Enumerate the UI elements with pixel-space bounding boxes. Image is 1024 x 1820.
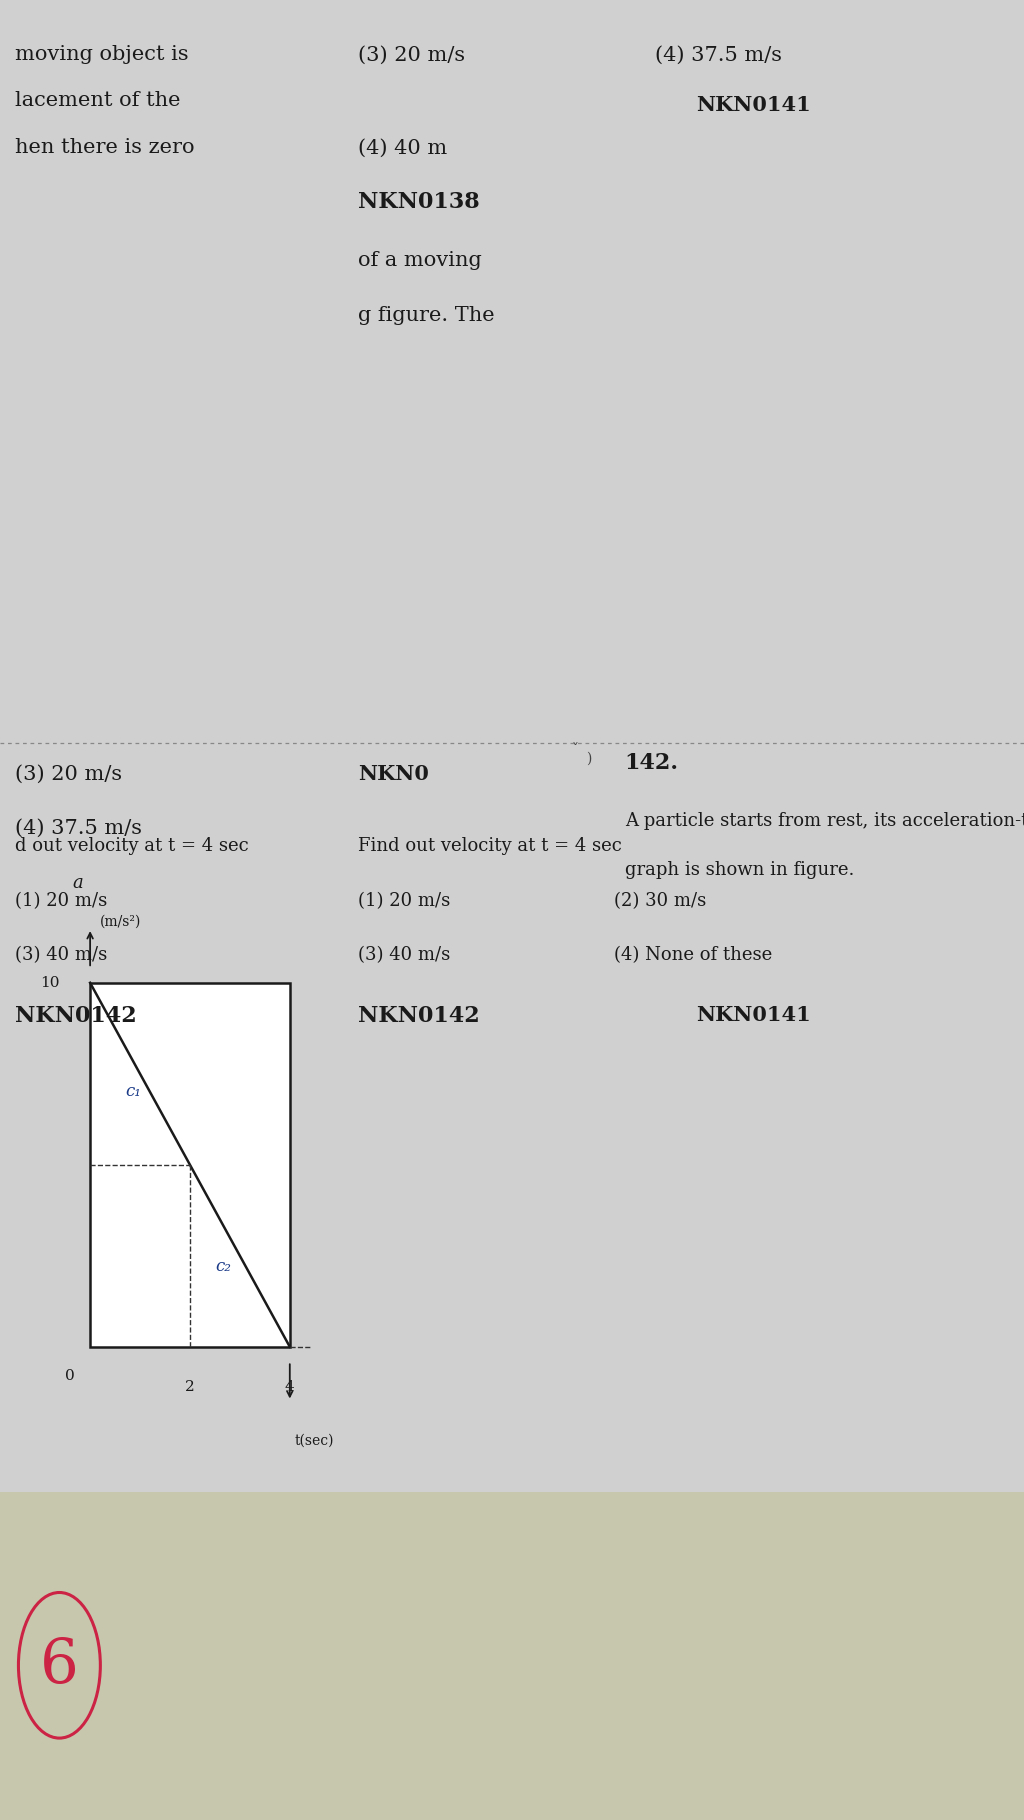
Bar (90, 983, 290, 1347)
Text: NKN0141: NKN0141 (696, 95, 811, 115)
Text: NKN0141: NKN0141 (696, 1005, 811, 1025)
Text: of a moving: of a moving (358, 251, 482, 269)
Text: lacement of the: lacement of the (15, 91, 181, 109)
Text: hen there is zero: hen there is zero (15, 138, 195, 157)
Text: 142.: 142. (625, 752, 679, 774)
Text: ˇ: ˇ (571, 743, 579, 757)
Text: NKN0138: NKN0138 (358, 191, 480, 213)
Text: 2: 2 (185, 1380, 195, 1394)
Text: (2) 30 m/s: (2) 30 m/s (614, 892, 707, 910)
Text: graph is shown in figure.: graph is shown in figure. (625, 861, 854, 879)
Text: (4) None of these: (4) None of these (614, 946, 773, 965)
Text: (4) 37.5 m/s: (4) 37.5 m/s (655, 46, 782, 64)
Text: (3) 40 m/s: (3) 40 m/s (358, 946, 451, 965)
Text: t(sec): t(sec) (295, 1434, 335, 1449)
Text: (4) 40 m: (4) 40 m (358, 138, 447, 157)
Text: NKN0142: NKN0142 (358, 1005, 480, 1026)
Text: (4) 37.5 m/s: (4) 37.5 m/s (15, 819, 142, 837)
Text: Find out velocity at t = 4 sec: Find out velocity at t = 4 sec (358, 837, 623, 855)
Text: (1) 20 m/s: (1) 20 m/s (15, 892, 108, 910)
Text: 6: 6 (40, 1636, 79, 1694)
Text: ): ) (586, 752, 591, 766)
Text: c₂: c₂ (215, 1258, 230, 1276)
Text: NKN0142: NKN0142 (15, 1005, 137, 1026)
Text: 0: 0 (65, 1369, 75, 1383)
Text: (3) 20 m/s: (3) 20 m/s (15, 764, 123, 783)
Text: (m/s²): (m/s²) (100, 914, 141, 928)
Text: (1) 20 m/s: (1) 20 m/s (358, 892, 451, 910)
Text: g figure. The: g figure. The (358, 306, 495, 324)
Text: A particle starts from rest, its acceleration-time: A particle starts from rest, its acceler… (625, 812, 1024, 830)
Text: (3) 40 m/s: (3) 40 m/s (15, 946, 108, 965)
Bar (0, 1492, 1024, 1820)
Text: moving object is: moving object is (15, 46, 189, 64)
Text: 10: 10 (40, 976, 59, 990)
Text: d out velocity at t = 4 sec: d out velocity at t = 4 sec (15, 837, 249, 855)
Text: 4: 4 (285, 1380, 295, 1394)
Text: a: a (73, 874, 83, 892)
Text: (3) 20 m/s: (3) 20 m/s (358, 46, 466, 64)
Text: NKN0: NKN0 (358, 764, 429, 784)
Text: c₁: c₁ (125, 1083, 141, 1101)
